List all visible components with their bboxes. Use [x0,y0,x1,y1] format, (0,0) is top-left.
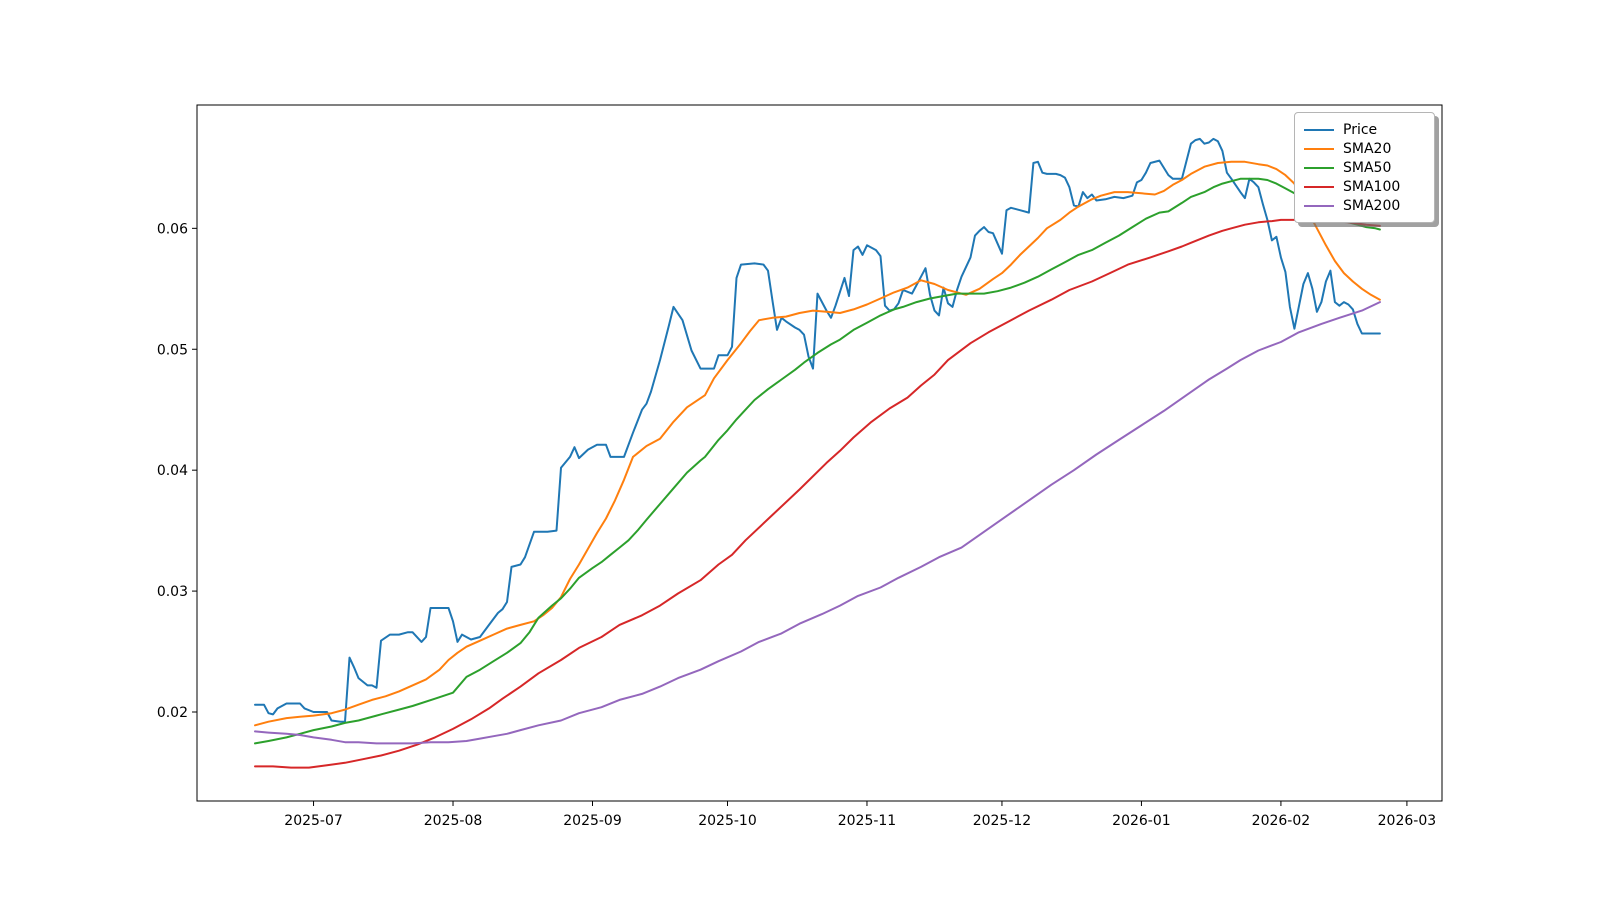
sma20-line [254,160,1381,727]
x-tick-label: 2025-11 [838,813,897,829]
x-tick-label: 2025-12 [973,813,1032,829]
x-tick-label: 2025-09 [563,813,622,829]
legend-item-sma50: SMA50 [1304,158,1424,177]
legend-label: SMA20 [1343,140,1392,157]
y-tick-label: 0.02 [157,705,188,721]
x-tick-label: 2025-10 [698,813,757,829]
legend-item-sma200: SMA200 [1304,196,1424,215]
x-tick-label: 2026-02 [1252,813,1311,829]
x-tick-label: 2026-03 [1378,813,1437,829]
sma50-line [254,177,1381,745]
legend-item-price: Price [1304,120,1424,139]
legend-label: SMA50 [1343,159,1392,176]
y-tick-label: 0.05 [157,342,188,358]
x-tick-label: 2026-01 [1112,813,1171,829]
x-tick-label: 2025-08 [424,813,483,829]
legend-line-swatch [1304,166,1334,169]
legend: Price SMA20 SMA50 SMA100 SMA200 [1294,112,1435,223]
legend-item-sma100: SMA100 [1304,177,1424,196]
x-tick-label: 2025-07 [284,813,343,829]
legend-line-swatch [1304,204,1334,207]
legend-item-sma20: SMA20 [1304,139,1424,158]
y-tick-label: 0.04 [157,463,188,479]
legend-label: SMA100 [1343,178,1401,195]
legend-line-swatch [1304,147,1334,150]
y-tick-label: 0.03 [157,584,188,600]
legend-line-swatch [1304,185,1334,188]
sma100-line [254,218,1381,769]
legend-line-swatch [1304,128,1334,131]
y-tick-label: 0.06 [157,221,188,237]
legend-label: SMA200 [1343,197,1401,214]
price-line [254,137,1381,723]
legend-label: Price [1343,121,1378,138]
plot-border [196,104,1443,802]
sma200-line [254,301,1381,745]
